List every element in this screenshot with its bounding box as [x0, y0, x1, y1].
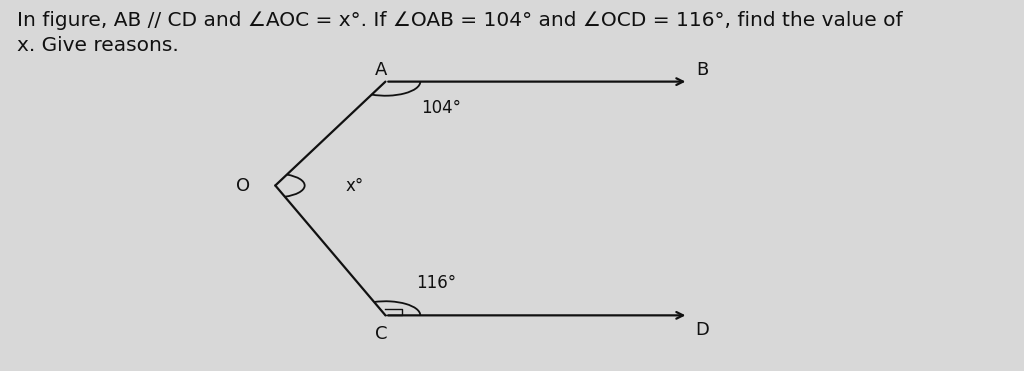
Text: D: D [695, 321, 709, 339]
Text: C: C [375, 325, 387, 343]
Text: In figure, AB // CD and ∠AOC = x°. If ∠OAB = 104° and ∠OCD = 116°, find the valu: In figure, AB // CD and ∠AOC = x°. If ∠O… [16, 11, 902, 55]
Text: 116°: 116° [416, 273, 457, 292]
Text: 104°: 104° [421, 99, 462, 116]
Text: x°: x° [346, 177, 365, 196]
Text: A: A [375, 62, 387, 79]
Text: O: O [237, 177, 250, 194]
Text: B: B [696, 62, 709, 79]
